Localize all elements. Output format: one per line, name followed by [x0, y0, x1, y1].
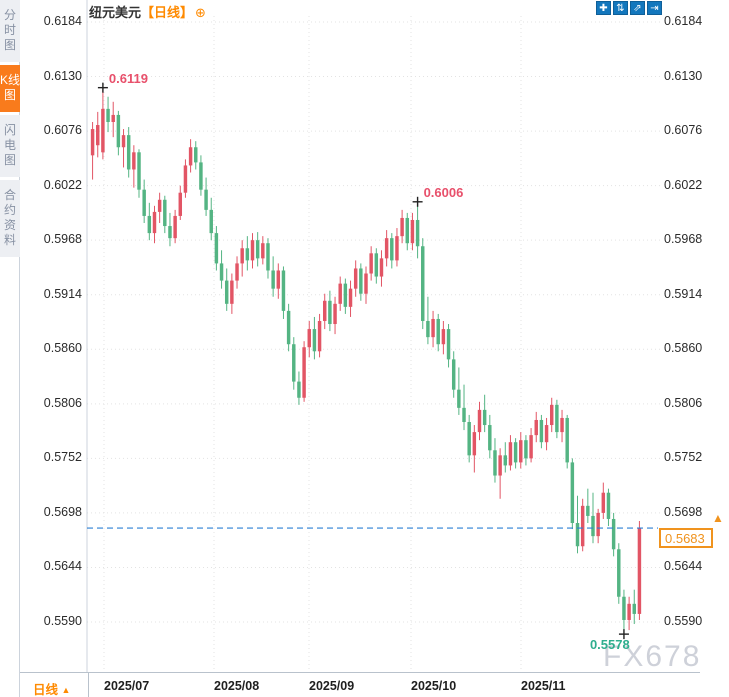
sidebar-item-lightning-chart[interactable]: 闪电图 — [0, 115, 20, 177]
collapse-panel-icon[interactable]: ⇥ — [647, 1, 662, 15]
fx678-watermark: FX678 — [603, 640, 702, 673]
sidebar-item-contract-info[interactable]: 合约资料 — [0, 180, 20, 257]
chart-header: 纽元美元【日线】 ⊕ — [89, 2, 206, 21]
y-axis-zoom-icon[interactable]: ⇅ — [613, 1, 628, 15]
symbol-name: 纽元美元 — [89, 5, 142, 20]
footer-divider — [88, 672, 89, 697]
move-crosshair-icon[interactable]: ✚ — [596, 1, 611, 15]
auto-fit-icon[interactable]: ⇗ — [630, 1, 645, 15]
period-selector-label: 日线 — [33, 683, 59, 697]
sidebar-item-kline-chart[interactable]: K线图 — [0, 65, 20, 112]
current-price-badge: 0.5683 — [659, 528, 713, 548]
sidebar-item-timeshare-chart[interactable]: 分时图 — [0, 0, 20, 62]
add-indicator-icon[interactable]: ⊕ — [195, 5, 206, 20]
period-selector[interactable]: 日线 ▲ — [33, 679, 70, 697]
chart-type-sidebar: 分时图 K线图 闪电图 合约资料 — [0, 0, 20, 697]
period-tag: 【日线】 — [141, 5, 194, 20]
period-dropdown-arrow-icon: ▲ — [61, 685, 71, 695]
price-up-arrow-icon: ▲ — [712, 511, 724, 525]
chart-toolbar: ✚ ⇅ ⇗ ⇥ — [596, 1, 662, 15]
x-axis-line — [20, 672, 700, 673]
